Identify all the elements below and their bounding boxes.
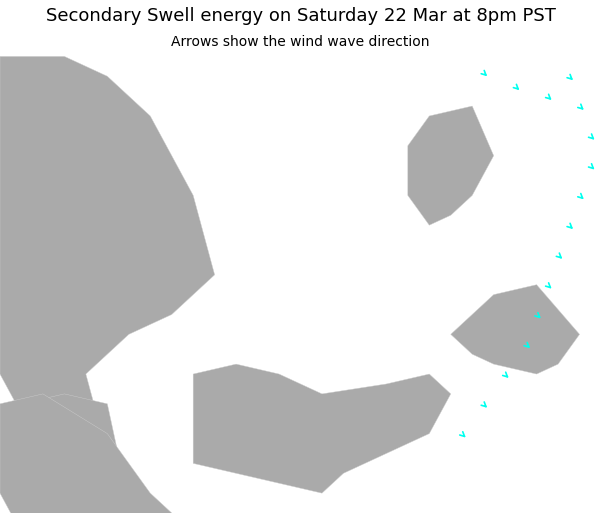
Polygon shape: [0, 56, 215, 473]
Polygon shape: [22, 394, 118, 473]
Polygon shape: [451, 285, 579, 374]
Polygon shape: [193, 364, 451, 493]
Polygon shape: [408, 106, 493, 225]
Text: Secondary Swell energy on Saturday 22 Mar at 8pm PST: Secondary Swell energy on Saturday 22 Ma…: [46, 7, 555, 25]
Text: Arrows show the wind wave direction: Arrows show the wind wave direction: [171, 35, 430, 49]
Polygon shape: [0, 394, 172, 513]
